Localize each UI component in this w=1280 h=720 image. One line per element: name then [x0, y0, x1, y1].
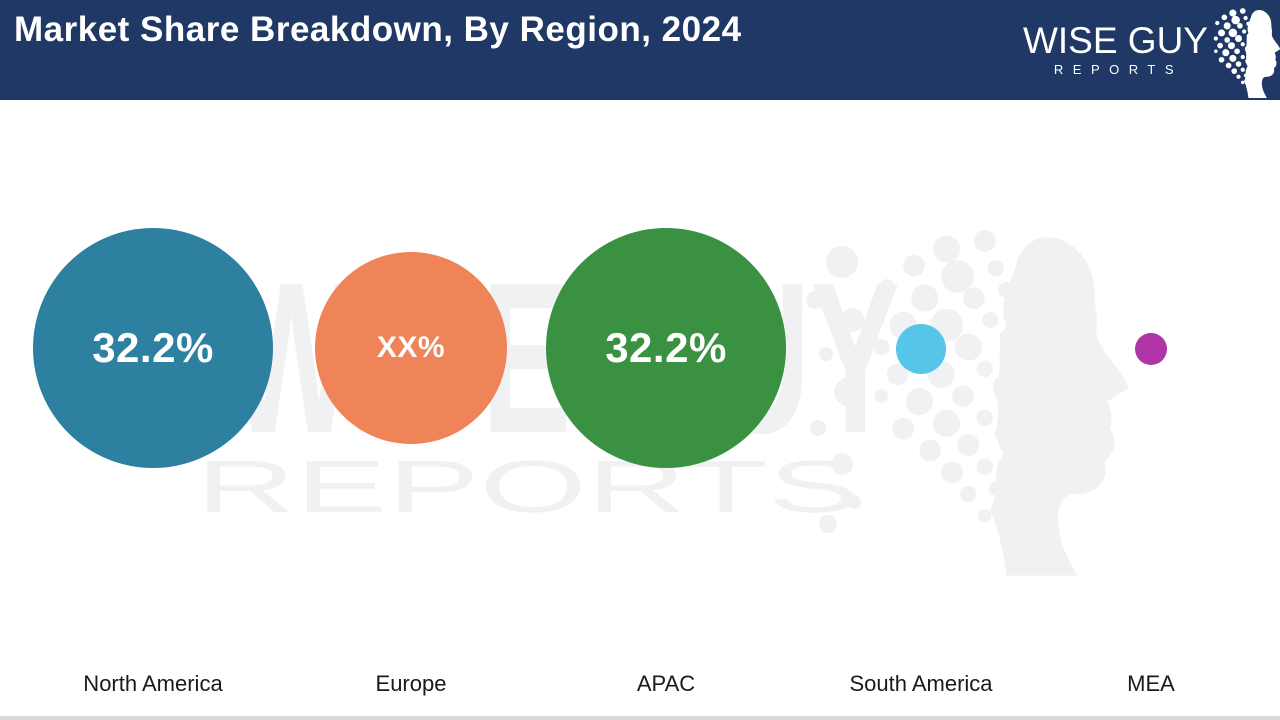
bubble-south-america — [896, 324, 946, 374]
region-label-south-america: South America — [849, 671, 993, 696]
region-label-apac: APAC — [636, 671, 696, 696]
bottom-strip — [0, 716, 1280, 720]
bubble-europe: XX% — [315, 252, 507, 444]
bubble-mea — [1135, 333, 1167, 365]
page-title: Market Share Breakdown, By Region, 2024 — [14, 10, 742, 49]
bubble-value-label: XX% — [376, 331, 446, 364]
brand-logo: WISE GUY REPORTS — [1023, 4, 1280, 98]
watermark-scatter-dots — [806, 246, 864, 533]
watermark-subtext: REPORTS — [196, 445, 860, 528]
logo-wordmark: WISE GUY — [1022, 20, 1208, 61]
region-label-mea: MEA — [1127, 671, 1175, 696]
head-profile-dots-watermark — [873, 230, 1129, 576]
bubble-value-label: 32.2% — [92, 324, 214, 371]
logo-text: WISE GUY REPORTS — [1023, 22, 1208, 77]
head-profile-dots-icon — [1213, 8, 1280, 98]
header-bar: Market Share Breakdown, By Region, 2024 … — [0, 0, 1280, 100]
bubble-value-label: 32.2% — [605, 324, 727, 371]
region-label-europe: Europe — [375, 671, 447, 696]
bubble-apac: 32.2% — [546, 228, 786, 468]
region-label-north-america: North America — [83, 671, 223, 696]
bubble-north-america: 32.2% — [33, 228, 273, 468]
logo-subtext: REPORTS — [1053, 62, 1184, 77]
